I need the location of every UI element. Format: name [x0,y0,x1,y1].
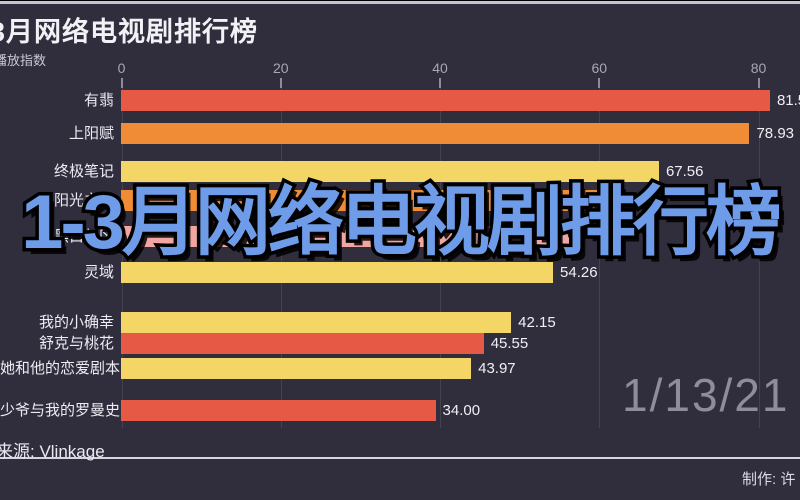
chart-row: 我的小确幸 42.15 [0,312,800,333]
chart-row: 阳光之下 [0,190,800,211]
chart-row: 少爷与我的罗曼史 34.00 [0,400,800,421]
bar-label: 有翡 [83,92,114,109]
gridline [440,88,441,428]
axis-tick-label: 0 [117,60,126,76]
bar-value: 45.55 [490,335,529,352]
axis-unit-label: 播放指数 [0,53,47,68]
bar-label: 她和他的恋爱剧本 [0,360,121,377]
axis-tick-mark [757,78,760,88]
chart-row: 灵域 54.26 [0,262,800,283]
bar [121,190,599,211]
bar-label: 少爷与我的罗曼史 [0,402,121,419]
top-border-light [0,1,800,4]
bar [121,358,472,379]
overlay-title: 1-3月网络电视剧排行榜 [18,177,786,267]
bar [121,226,579,247]
bar-value: 43.97 [478,360,516,377]
bar-label: 终极笔记 [53,163,114,180]
axis-tick-mark [439,78,441,88]
axis-tick-label: 40 [432,60,448,76]
gridline [758,88,760,428]
bar [121,262,554,283]
bar [121,123,750,144]
axis-tick-mark [598,78,601,88]
bar-value: 54.26 [560,264,598,281]
chart-row: 舒克与桃花 45.55 [0,333,800,354]
bar-label: 上阳赋 [68,125,114,142]
axis-tick-mark [279,78,282,88]
bar-label: 黑白禁区 [53,228,114,245]
axis-tick-label: 20 [272,60,289,76]
bar-value: 67.56 [665,163,704,180]
bar-label: 我的小确幸 [38,314,114,331]
top-border-black [0,0,800,1]
chart-title: 3月网络电视剧排行榜 [0,17,259,47]
axis-tick-label: 60 [591,60,608,76]
bar-value: 42.15 [518,314,556,331]
credit-label: 制作: 许 [742,471,796,488]
gridline [280,88,282,428]
bar [121,400,436,421]
date-watermark: 1/13/21 [622,369,790,421]
axis-tick-mark [120,78,123,88]
bar [121,90,770,111]
bar-label: 阳光之下 [53,192,114,209]
bar [121,161,659,182]
bar-label: 舒克与桃花 [38,335,114,352]
chart-row: 终极笔记 67.56 [0,161,800,182]
bar-value: 81.5 [776,92,800,109]
bar-value: 78.93 [756,125,795,142]
gridline [599,88,601,428]
chart-row: 有翡 81.5 [0,90,800,111]
bar [121,333,484,354]
bar-label: 灵域 [83,264,114,281]
chart-row: 上阳赋 78.93 [0,123,800,144]
chart-row: 黑白禁区 [0,226,800,247]
bar-value: 34.00 [442,402,481,419]
gridline [121,88,123,428]
source-label: 来源: Vlinkage [0,442,105,461]
chart-row: 她和他的恋爱剧本 43.97 [0,358,800,379]
axis-tick-label: 80 [750,60,767,76]
bar [121,312,512,333]
footer-divider [0,457,800,459]
